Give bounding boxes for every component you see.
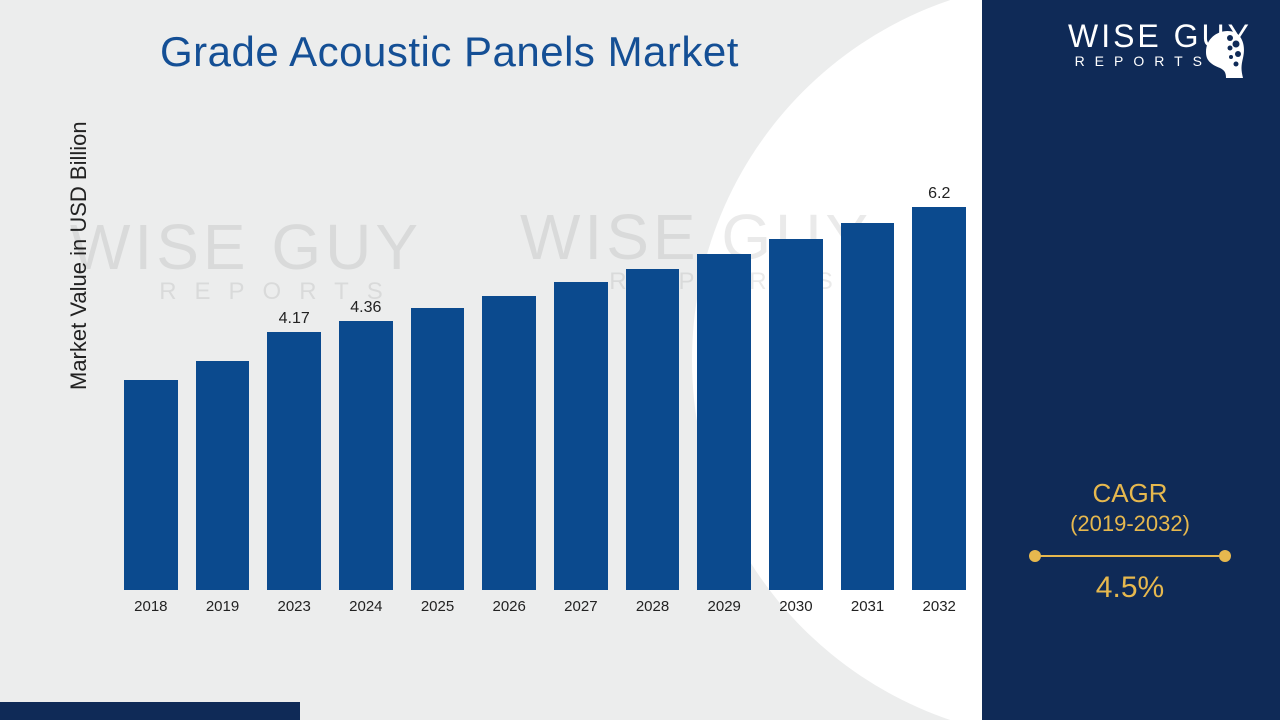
x-tick-2031: 2031 bbox=[841, 592, 895, 615]
bar-rect bbox=[482, 296, 536, 590]
bar-2024: 4.36 bbox=[339, 170, 393, 590]
chart-title: Grade Acoustic Panels Market bbox=[160, 28, 739, 76]
bar-2032: 6.2 bbox=[912, 170, 966, 590]
bar-2023: 4.17 bbox=[267, 170, 321, 590]
bar-rect bbox=[196, 361, 250, 590]
bar-rect bbox=[411, 308, 465, 590]
bar-rect bbox=[267, 332, 321, 590]
bar-2018 bbox=[124, 170, 178, 590]
x-axis: 2018 2019 2023 2024 2025 2026 2027 2028 2029 2030… bbox=[120, 592, 970, 615]
bar-value-label: 4.36 bbox=[339, 299, 393, 317]
bar-2029 bbox=[697, 170, 751, 590]
bar-rect bbox=[626, 269, 680, 590]
x-tick-2029: 2029 bbox=[697, 592, 751, 615]
bar-rect bbox=[769, 239, 823, 590]
cagr-divider bbox=[1035, 555, 1225, 557]
bar-2027 bbox=[554, 170, 608, 590]
cagr-value: 4.5% bbox=[980, 571, 1280, 605]
bar-rect bbox=[554, 282, 608, 590]
plot-region: 4.17 4.36 6.2 bbox=[120, 170, 970, 590]
bar-2019 bbox=[196, 170, 250, 590]
infographic-stage: WISE GUY REPORTS WISE GUY REPORTS Grade … bbox=[0, 0, 1280, 720]
x-tick-2028: 2028 bbox=[626, 592, 680, 615]
bottom-accent-bar bbox=[0, 702, 300, 720]
x-tick-2027: 2027 bbox=[554, 592, 608, 615]
x-tick-2024: 2024 bbox=[339, 592, 393, 615]
bar-rect bbox=[841, 223, 895, 590]
bar-rect bbox=[124, 380, 178, 590]
bar-rect bbox=[697, 254, 751, 590]
x-tick-2018: 2018 bbox=[124, 592, 178, 615]
bar-2026 bbox=[482, 170, 536, 590]
cagr-block: CAGR (2019-2032) 4.5% bbox=[980, 478, 1280, 605]
cagr-label: CAGR bbox=[980, 478, 1280, 509]
x-tick-2025: 2025 bbox=[411, 592, 465, 615]
bar-2028 bbox=[626, 170, 680, 590]
brand-logo: WISE GUY REPORTS bbox=[1002, 18, 1252, 69]
bar-rect bbox=[339, 321, 393, 590]
right-panel bbox=[982, 0, 1280, 720]
x-tick-2023: 2023 bbox=[267, 592, 321, 615]
cagr-range: (2019-2032) bbox=[980, 511, 1280, 537]
bars-container: 4.17 4.36 6.2 bbox=[120, 170, 970, 590]
x-tick-2019: 2019 bbox=[196, 592, 250, 615]
bar-2025 bbox=[411, 170, 465, 590]
bar-value-label: 6.2 bbox=[912, 185, 966, 203]
chart-area: Grade Acoustic Panels Market Market Valu… bbox=[40, 0, 940, 720]
x-tick-2032: 2032 bbox=[912, 592, 966, 615]
bar-rect bbox=[912, 207, 966, 590]
y-axis-label: Market Value in USD Billion bbox=[66, 121, 92, 390]
head-icon bbox=[1196, 24, 1246, 80]
x-tick-2030: 2030 bbox=[769, 592, 823, 615]
bar-value-label: 4.17 bbox=[267, 310, 321, 328]
bar-2031 bbox=[841, 170, 895, 590]
x-tick-2026: 2026 bbox=[482, 592, 536, 615]
bar-2030 bbox=[769, 170, 823, 590]
